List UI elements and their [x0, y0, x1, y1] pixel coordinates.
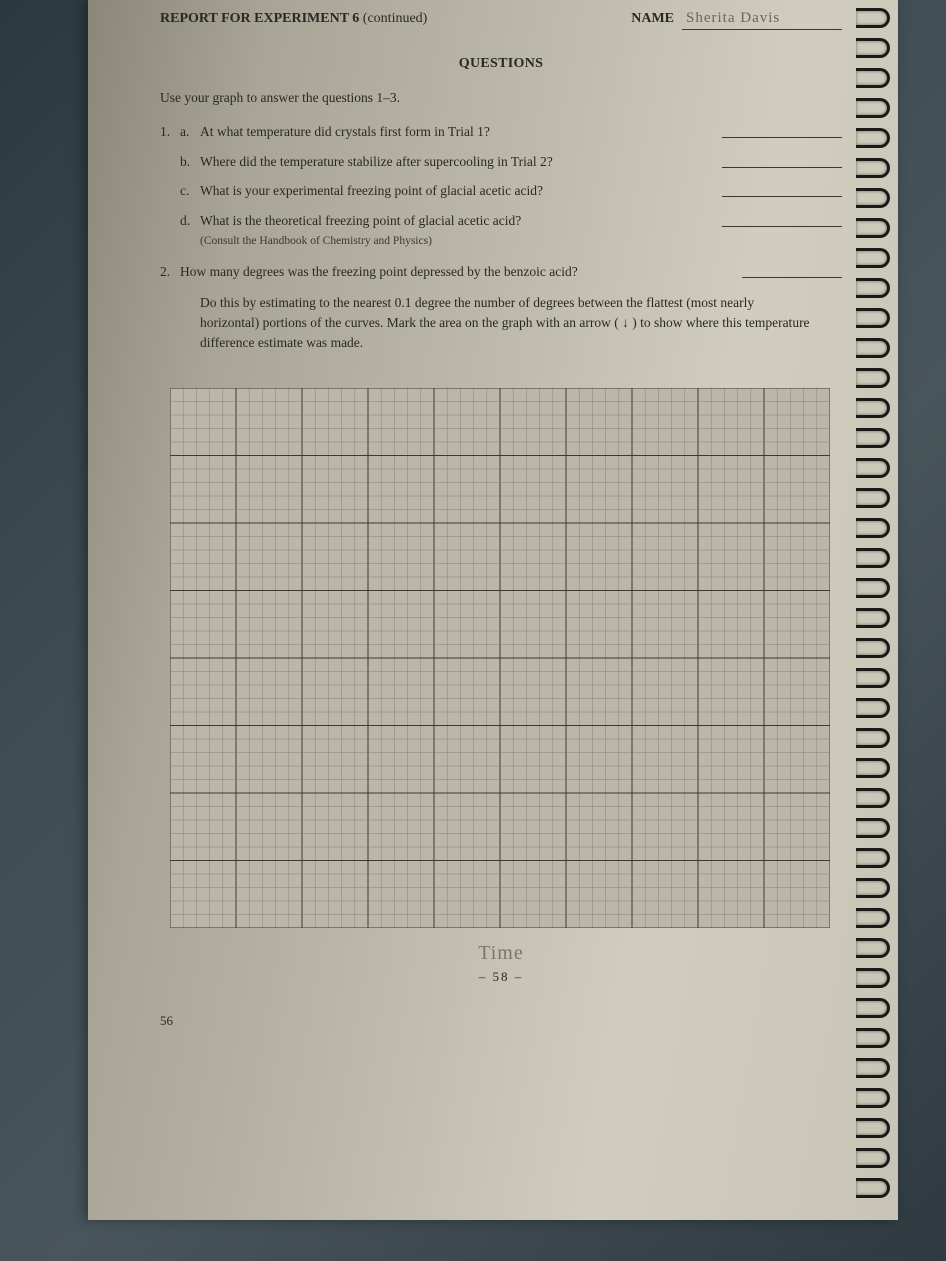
q1d-text-wrap: What is the theoretical freezing point o… — [200, 211, 722, 250]
spiral-ring — [856, 1058, 890, 1078]
question-1c: c. What is your experimental freezing po… — [160, 181, 842, 201]
question-2: 2. How many degrees was the freezing poi… — [160, 262, 842, 282]
spiral-ring — [856, 338, 890, 358]
q1b-text: Where did the temperature stabilize afte… — [200, 152, 722, 172]
q2-paragraph: Do this by estimating to the nearest 0.1… — [200, 293, 842, 352]
spiral-ring — [856, 968, 890, 988]
grid-svg — [170, 388, 830, 928]
title-continued: (continued) — [359, 11, 427, 26]
answer-blank[interactable] — [722, 183, 842, 197]
q1d-text: What is the theoretical freezing point o… — [200, 213, 521, 228]
spiral-binding — [856, 0, 896, 1220]
answer-blank[interactable] — [742, 264, 842, 278]
spiral-ring — [856, 278, 890, 298]
spiral-ring — [856, 38, 890, 58]
spiral-ring — [856, 788, 890, 808]
spiral-ring — [856, 698, 890, 718]
spiral-ring — [856, 1178, 890, 1198]
page-header: REPORT FOR EXPERIMENT 6 (continued) NAME… — [160, 10, 842, 30]
spiral-ring — [856, 488, 890, 508]
spiral-ring — [856, 458, 890, 478]
title-bold: REPORT FOR EXPERIMENT 6 — [160, 11, 359, 26]
worksheet-page: REPORT FOR EXPERIMENT 6 (continued) NAME… — [88, 0, 898, 1220]
spiral-ring — [856, 188, 890, 208]
name-field: NAME Sherita Davis — [631, 10, 842, 30]
spiral-ring — [856, 728, 890, 748]
spiral-ring — [856, 398, 890, 418]
spiral-ring — [856, 518, 890, 538]
q1c-text: What is your experimental freezing point… — [200, 181, 722, 201]
axis-label-time: Time — [160, 942, 842, 965]
q1d-sub: d. — [180, 211, 200, 231]
section-title: QUESTIONS — [160, 56, 842, 72]
q1a-sub: a. — [180, 122, 200, 142]
spiral-ring — [856, 368, 890, 388]
q2-number: 2. — [160, 262, 180, 282]
spiral-ring — [856, 1088, 890, 1108]
question-1a: 1. a. At what temperature did crystals f… — [160, 122, 842, 142]
graph-grid — [170, 388, 830, 928]
spiral-ring — [856, 428, 890, 448]
spiral-ring — [856, 938, 890, 958]
corner-number: 56 — [160, 1013, 842, 1029]
spiral-ring — [856, 758, 890, 778]
spiral-ring — [856, 1148, 890, 1168]
spiral-ring — [856, 98, 890, 118]
spiral-ring — [856, 218, 890, 238]
answer-blank[interactable] — [722, 154, 842, 168]
q2-para-text: Do this by estimating to the nearest 0.1… — [200, 295, 810, 349]
spiral-ring — [856, 128, 890, 148]
instruction-text: Use your graph to answer the questions 1… — [160, 90, 842, 106]
answer-blank[interactable] — [722, 124, 842, 138]
name-value: Sherita Davis — [682, 10, 842, 30]
spiral-ring — [856, 1118, 890, 1138]
spiral-ring — [856, 908, 890, 928]
question-1d: d. What is the theoretical freezing poin… — [160, 211, 842, 250]
q1a-text: At what temperature did crystals first f… — [200, 122, 722, 142]
spiral-ring — [856, 158, 890, 178]
spiral-ring — [856, 8, 890, 28]
q2-text: How many degrees was the freezing point … — [180, 262, 742, 282]
spiral-ring — [856, 578, 890, 598]
spiral-ring — [856, 878, 890, 898]
spiral-ring — [856, 68, 890, 88]
spiral-ring — [856, 608, 890, 628]
spiral-ring — [856, 548, 890, 568]
name-label: NAME — [631, 11, 674, 27]
answer-blank[interactable] — [722, 213, 842, 227]
question-1b: b. Where did the temperature stabilize a… — [160, 152, 842, 172]
q1b-sub: b. — [180, 152, 200, 172]
spiral-ring — [856, 848, 890, 868]
page-number: – 58 – — [160, 969, 842, 985]
spiral-ring — [856, 668, 890, 688]
spiral-ring — [856, 248, 890, 268]
q1d-note: (Consult the Handbook of Chemistry and P… — [200, 235, 432, 247]
report-title: REPORT FOR EXPERIMENT 6 (continued) — [160, 11, 427, 27]
spiral-ring — [856, 1028, 890, 1048]
spiral-ring — [856, 638, 890, 658]
spiral-ring — [856, 308, 890, 328]
spiral-ring — [856, 818, 890, 838]
spiral-ring — [856, 998, 890, 1018]
q1-number: 1. — [160, 122, 180, 142]
q1c-sub: c. — [180, 181, 200, 201]
